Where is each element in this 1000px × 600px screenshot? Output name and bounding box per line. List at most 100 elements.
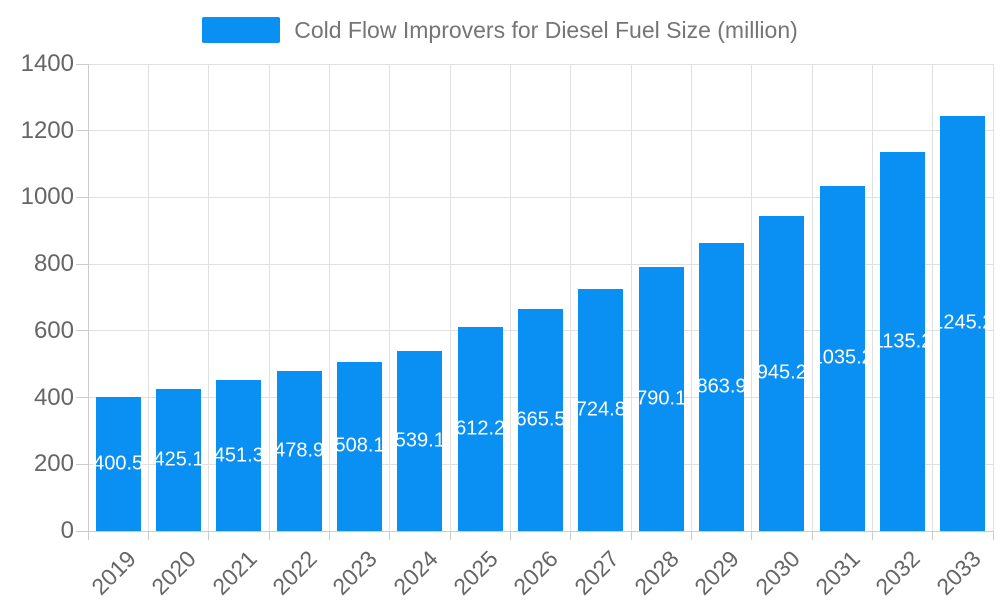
- y-axis-tick-label: 1200: [20, 116, 74, 144]
- bar-2023[interactable]: [337, 361, 382, 531]
- bar-value-label: 863.9: [696, 375, 747, 398]
- y-axis-line: [87, 64, 89, 531]
- x-gridline: [147, 64, 149, 531]
- bar-value-label: 665.5: [515, 408, 566, 431]
- x-axis-tick: [328, 531, 330, 540]
- y-axis-tick-label: 1000: [20, 183, 74, 211]
- y-axis-tick: [76, 63, 88, 65]
- x-axis-tick: [932, 531, 934, 540]
- y-axis-tick: [76, 263, 88, 265]
- x-axis-tick: [871, 531, 873, 540]
- y-axis-tick: [76, 530, 88, 532]
- y-axis-tick-label: 200: [33, 450, 74, 478]
- x-axis-tick: [690, 531, 692, 540]
- x-axis-tick-label: 2020: [146, 545, 202, 600]
- x-axis-tick: [509, 531, 511, 540]
- x-axis-tick-label: 2030: [749, 545, 805, 600]
- x-axis-tick: [389, 531, 391, 540]
- bar-value-label: 724.8: [575, 398, 626, 421]
- x-gridline: [389, 64, 391, 531]
- y-axis-tick-label: 800: [33, 250, 74, 278]
- x-gridline: [932, 64, 934, 531]
- x-gridline: [871, 64, 873, 531]
- y-axis-tick: [76, 130, 88, 132]
- y-gridline: [88, 263, 993, 265]
- x-gridline: [630, 64, 632, 531]
- y-axis-tick: [76, 397, 88, 399]
- chart-legend[interactable]: Cold Flow Improvers for Diesel Fuel Size…: [0, 17, 1000, 43]
- bar-value-label: 1245.2: [932, 311, 994, 334]
- y-gridline: [88, 196, 993, 198]
- bar-2026[interactable]: [518, 309, 563, 531]
- x-axis-tick-label: 2026: [508, 545, 564, 600]
- y-axis-tick-label: 400: [33, 383, 74, 411]
- x-axis-tick-label: 2032: [870, 545, 926, 600]
- y-axis-tick-label: 1400: [20, 50, 74, 77]
- bar-value-label: 539.1: [394, 429, 445, 452]
- bar-value-label: 1135.2: [872, 330, 933, 353]
- bar-2028[interactable]: [638, 267, 684, 531]
- bar-2025[interactable]: [457, 326, 503, 531]
- y-axis-tick: [76, 463, 88, 465]
- x-axis-line: [88, 530, 993, 532]
- x-axis-tick: [449, 531, 451, 540]
- x-axis-tick: [751, 531, 753, 540]
- x-axis-tick: [87, 531, 89, 540]
- bar-value-label: 400.5: [93, 452, 144, 475]
- x-axis-tick-label: 2023: [327, 545, 383, 600]
- x-axis-tick-label: 2021: [206, 545, 262, 600]
- bar-2020[interactable]: [156, 389, 201, 531]
- y-axis-tick-label: 600: [33, 316, 74, 344]
- x-axis-tick: [992, 531, 994, 540]
- bar-2022[interactable]: [276, 371, 322, 531]
- y-axis-tick: [76, 196, 88, 198]
- bar-value-label: 425.1: [153, 448, 204, 471]
- y-gridline: [88, 63, 993, 65]
- x-axis-tick-label: 2029: [689, 545, 745, 600]
- bar-2019[interactable]: [95, 397, 141, 531]
- bar-2029[interactable]: [699, 242, 744, 531]
- x-axis-tick-label: 2025: [448, 545, 503, 600]
- bar-2033[interactable]: [940, 115, 986, 531]
- x-axis-tick-label: 2033: [930, 545, 986, 600]
- bar-2031[interactable]: [819, 185, 865, 531]
- bar-2030[interactable]: [759, 215, 805, 531]
- x-gridline: [268, 64, 270, 531]
- x-gridline: [811, 64, 813, 531]
- bar-2027[interactable]: [578, 289, 624, 531]
- x-gridline: [328, 64, 330, 531]
- bar-value-label: 1035.2: [811, 346, 873, 369]
- legend-swatch-icon[interactable]: [202, 17, 281, 43]
- bar-value-label: 478.9: [274, 439, 325, 462]
- x-gridline: [449, 64, 451, 531]
- x-axis-tick-label: 2028: [629, 545, 684, 600]
- legend-series-label[interactable]: Cold Flow Improvers for Diesel Fuel Size…: [294, 17, 798, 43]
- x-gridline: [992, 64, 994, 531]
- x-axis-tick: [811, 531, 813, 540]
- x-gridline: [690, 64, 692, 531]
- x-axis-tick: [147, 531, 149, 540]
- x-gridline: [509, 64, 511, 531]
- bar-value-label: 945.2: [756, 361, 807, 384]
- x-axis-tick: [208, 531, 210, 540]
- x-axis-tick-label: 2024: [387, 545, 443, 600]
- bar-value-label: 612.2: [455, 417, 506, 440]
- x-axis-tick-label: 2019: [86, 545, 141, 600]
- x-axis-tick-label: 2031: [810, 545, 865, 600]
- bar-2021[interactable]: [216, 380, 262, 531]
- x-axis-tick: [570, 531, 572, 540]
- y-axis-tick: [76, 330, 88, 332]
- x-axis-tick: [630, 531, 632, 540]
- x-axis-tick-label: 2022: [267, 545, 322, 600]
- x-gridline: [208, 64, 210, 531]
- bar-2032[interactable]: [880, 152, 925, 531]
- bar-2024[interactable]: [397, 351, 443, 531]
- x-gridline: [751, 64, 753, 531]
- bar-value-label: 451.3: [213, 444, 264, 467]
- bar-value-label: 508.1: [334, 434, 385, 457]
